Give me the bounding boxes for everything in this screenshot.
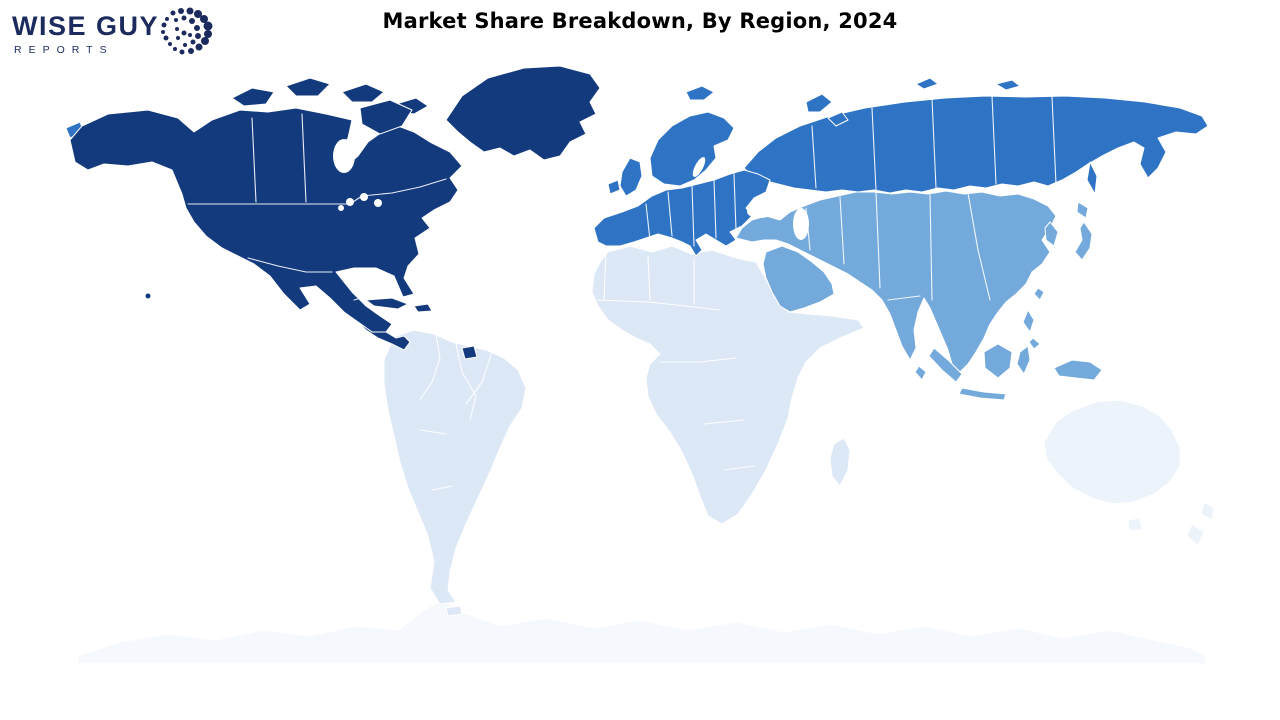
border-line [805, 207, 811, 251]
border-line [931, 98, 937, 189]
logo-subtext: REPORTS [14, 44, 114, 56]
scandinavia [649, 111, 735, 187]
svalbard [685, 85, 715, 101]
country-borders [187, 95, 1057, 491]
region-north-america [69, 65, 601, 360]
border-line [597, 299, 721, 311]
chart-title: Market Share Breakdown, By Region, 2024 [382, 9, 898, 33]
logo-head-icon [161, 7, 213, 55]
tasmania [1127, 517, 1143, 531]
border-line [667, 191, 673, 237]
arctic-island-3 [341, 83, 385, 103]
region-oceania [1043, 399, 1215, 547]
great-lakes [338, 205, 344, 211]
novaya-zemlya-north [805, 93, 833, 113]
water-bodies [333, 139, 809, 240]
border-line [811, 125, 817, 189]
sulawesi [1016, 345, 1031, 375]
region-russia [65, 77, 1209, 195]
sumatra [928, 347, 963, 383]
border-line [991, 95, 997, 185]
logo-wordmark: WISE GUY [12, 11, 159, 41]
tierra-del-fuego [445, 605, 463, 617]
region-antarctica [77, 599, 1207, 665]
border-line [247, 257, 333, 273]
caspian-sea [793, 208, 809, 240]
sri-lanka [914, 365, 927, 381]
russia [743, 95, 1209, 194]
border-line [419, 429, 447, 435]
europe-mainland [593, 169, 771, 257]
australia [1043, 399, 1181, 505]
border-line [603, 251, 607, 301]
great-lakes [374, 199, 382, 207]
taiwan [1033, 287, 1045, 301]
philippines-luzon [1022, 309, 1035, 333]
north-america-mainland [69, 107, 463, 333]
south-america [383, 329, 527, 605]
novaya-zemlya-south [827, 111, 849, 127]
hudson-bay [333, 139, 355, 173]
cuba [365, 297, 409, 310]
arctic-island-2 [285, 77, 331, 97]
border-line [929, 194, 933, 301]
region-europe [555, 85, 849, 257]
region-south-america [383, 329, 527, 617]
java [958, 387, 1007, 401]
border-line [733, 173, 737, 231]
great-britain [619, 157, 643, 197]
border-line [645, 203, 651, 241]
arctic-island-1 [231, 87, 275, 107]
border-line [723, 465, 755, 471]
border-line [691, 185, 695, 247]
arabian-peninsula [762, 245, 835, 313]
border-line [713, 179, 717, 239]
africa [591, 245, 865, 525]
border-line [875, 191, 881, 289]
japan-hokkaido [1076, 201, 1089, 219]
great-lakes [360, 193, 368, 201]
border-line [871, 107, 877, 191]
border-line [647, 255, 651, 301]
antarctica [77, 599, 1207, 665]
sakhalin [1086, 161, 1098, 195]
central-america [357, 321, 411, 351]
baffin-island [359, 99, 413, 135]
border-line [465, 351, 493, 405]
logo-graphic: WISE GUY REPORTS [12, 7, 213, 56]
severnaya-zemlya [915, 77, 939, 90]
wise-guy-reports-logo: WISE GUY REPORTS [12, 5, 222, 64]
border-line [1051, 96, 1057, 185]
new-guinea [1053, 359, 1103, 381]
madagascar [829, 437, 851, 487]
greenland [445, 65, 601, 161]
ireland [607, 179, 621, 195]
border-line [659, 357, 737, 363]
new-zealand-south [1186, 523, 1205, 547]
korea [1044, 221, 1059, 247]
new-zealand-north [1200, 501, 1215, 521]
philippines-mindanao [1028, 337, 1041, 350]
new-siberian-islands [995, 79, 1021, 91]
french-guiana [461, 345, 478, 360]
border-line [187, 178, 447, 205]
border-line [419, 333, 441, 401]
border-line [839, 196, 845, 265]
japan-honshu [1074, 221, 1093, 261]
hispaniola [413, 303, 433, 313]
border-line [967, 192, 991, 301]
region-africa [591, 245, 865, 525]
hawaii [145, 293, 151, 299]
border-line [455, 343, 477, 421]
border-line [703, 419, 745, 425]
border-line [301, 113, 307, 203]
borneo [983, 343, 1013, 379]
black-sea [747, 206, 773, 218]
baltic-sea [692, 157, 706, 177]
border-line [251, 117, 257, 203]
border-line [431, 485, 453, 491]
border-line [887, 295, 921, 301]
border-line [353, 295, 369, 301]
